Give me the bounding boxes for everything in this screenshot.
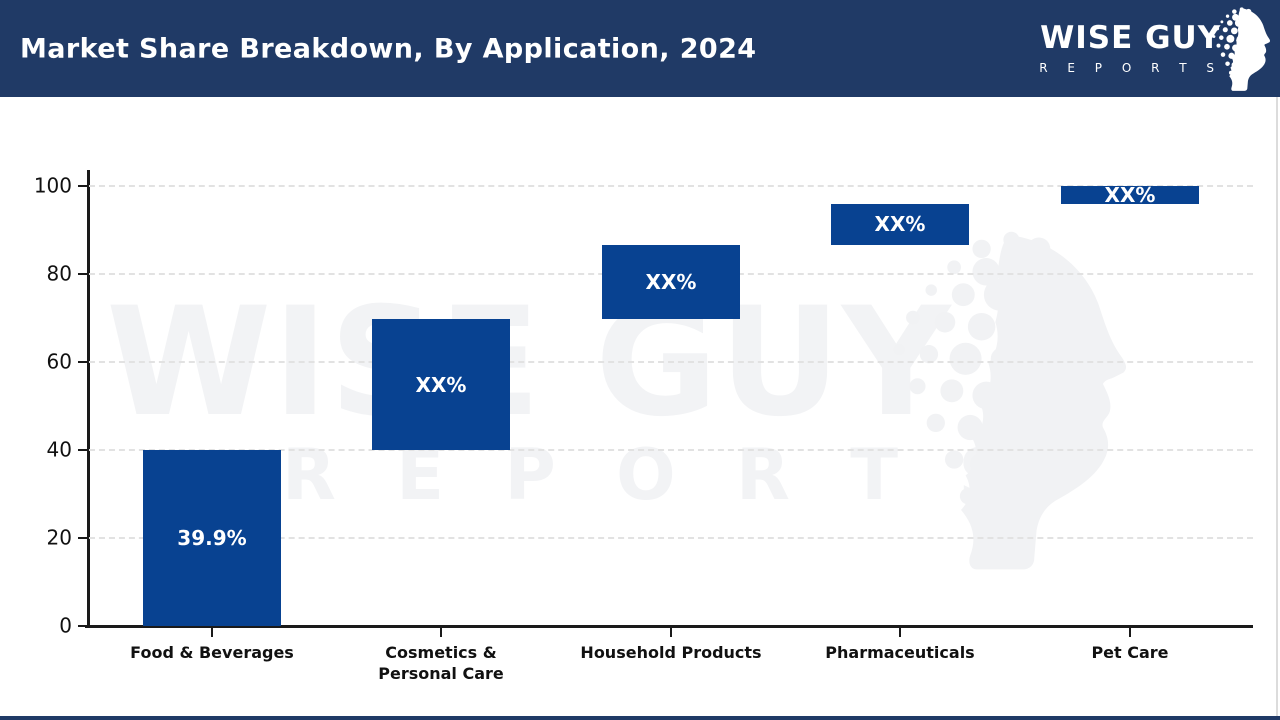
y-axis-tick-label: 40 (46, 437, 72, 462)
bar-value-label: XX% (415, 372, 467, 397)
y-axis-tick (78, 361, 89, 363)
brand-logo: WISE GUY R E P O R T S (1039, 5, 1274, 93)
brand-text: WISE GUY R E P O R T S (1039, 20, 1222, 76)
x-axis-category-label: Cosmetics & Personal Care (321, 642, 561, 684)
x-axis-category-label: Pet Care (1010, 642, 1250, 663)
bar-segment: XX% (1061, 183, 1199, 208)
x-axis-category-label-line: Pet Care (1091, 643, 1169, 662)
watermark-brand-text: WISE GUY (106, 276, 952, 450)
brand-subtitle: R E P O R T S (1039, 61, 1222, 75)
y-axis-tick-label: 20 (46, 525, 72, 550)
x-axis-category-label-line: Pharmaceuticals (825, 643, 975, 662)
y-axis-tick-label: 0 (59, 613, 72, 638)
gridline (89, 185, 1253, 187)
y-axis-line (87, 170, 90, 628)
x-axis-line (85, 625, 1253, 628)
y-axis-tick (78, 185, 89, 187)
x-axis-tick (440, 628, 442, 637)
y-axis-tick-label: 60 (46, 349, 72, 374)
bar-segment: XX% (602, 244, 740, 319)
bar-value-label: XX% (874, 212, 926, 237)
gridline (89, 449, 1253, 451)
page-title: Market Share Breakdown, By Application, … (20, 33, 757, 64)
y-axis-tick (78, 625, 89, 627)
x-axis-category-label: Pharmaceuticals (780, 642, 1020, 663)
bar-value-label: 39.9% (177, 526, 247, 551)
x-axis-category-label-line: Cosmetics & (385, 643, 497, 662)
y-axis-tick-label: 80 (46, 261, 72, 286)
x-axis-category-label: Food & Beverages (92, 642, 332, 663)
bar-value-label: XX% (1104, 183, 1156, 208)
x-axis-tick (899, 628, 901, 637)
y-axis-tick (78, 273, 89, 275)
bar-segment: XX% (372, 318, 510, 451)
x-axis-tick (670, 628, 672, 637)
watermark-reports-text: R E P O R T S (282, 434, 1027, 516)
right-edge-divider (1276, 97, 1278, 716)
x-axis-category-label-line: Food & Beverages (130, 643, 294, 662)
bar-segment: 39.9% (143, 450, 281, 626)
gridline (89, 361, 1253, 363)
gridline (89, 537, 1253, 539)
y-axis-tick (78, 449, 89, 451)
y-axis-tick-label: 100 (33, 173, 72, 198)
x-axis-category-label: Household Products (551, 642, 791, 663)
x-axis-tick (211, 628, 213, 637)
brand-name: WISE GUY (1040, 20, 1222, 56)
bar-value-label: XX% (645, 269, 697, 294)
x-axis-category-label-line: Personal Care (378, 664, 504, 683)
x-axis-category-label-line: Household Products (580, 643, 762, 662)
footer-bar (0, 716, 1280, 720)
x-axis-tick (1129, 628, 1131, 637)
header-bar: Market Share Breakdown, By Application, … (0, 0, 1280, 97)
bar-segment: XX% (831, 204, 969, 245)
y-axis-tick (78, 537, 89, 539)
